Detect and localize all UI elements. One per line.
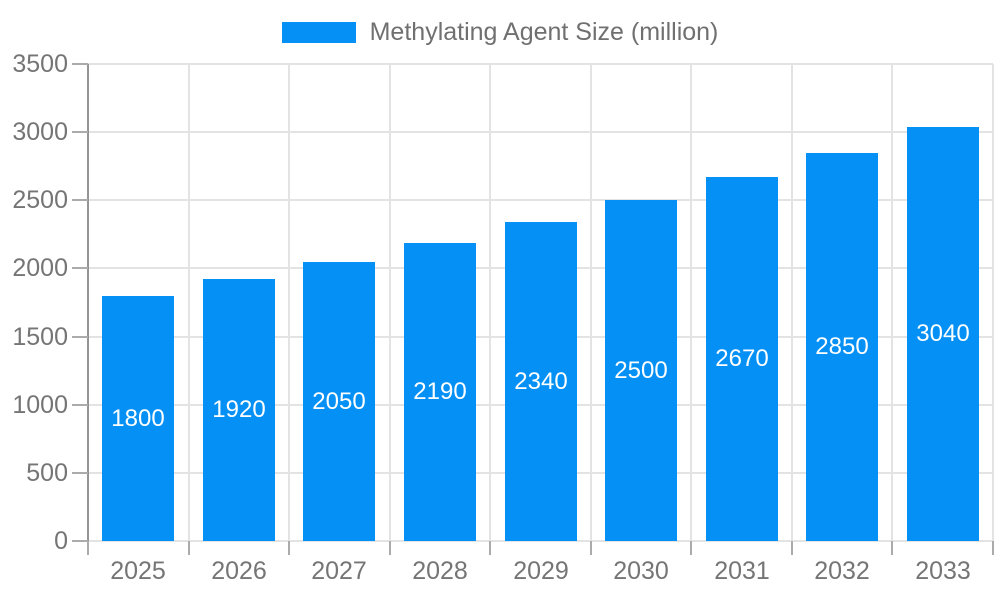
x-axis-label: 2030 [613,557,669,585]
bar-value-label: 2500 [614,356,668,384]
y-axis-label: 3000 [12,118,68,146]
bar-value-label: 1800 [111,404,165,432]
bar[interactable]: 1800 [102,296,174,541]
gridline-h [88,199,993,201]
y-axis-label: 500 [26,459,68,487]
x-axis-tick [389,541,391,555]
y-axis-tick [72,199,88,201]
bar[interactable]: 2670 [706,177,778,541]
bar-value-label: 2850 [815,333,869,360]
x-axis-tick [590,541,592,555]
gridline-v [489,64,491,541]
x-axis-label: 2025 [110,557,166,585]
x-axis-label: 2029 [513,557,569,585]
gridline-v [188,64,190,541]
bar-value-label: 3040 [916,320,970,347]
gridline-v [791,64,793,541]
legend-label: Methylating Agent Size (million) [369,18,719,46]
x-axis-label: 2032 [814,557,870,585]
gridline-v [690,64,692,541]
gridline-h [88,63,993,65]
bar[interactable]: 2050 [303,262,375,541]
gridline-v [288,64,290,541]
gridline-v [389,64,391,541]
legend-item[interactable]: Methylating Agent Size (million) [0,18,1000,47]
y-axis-tick [72,472,88,474]
x-axis-tick [992,541,994,555]
gridline-v [992,64,994,541]
gridline-h [88,540,993,542]
x-axis-label: 2026 [211,557,267,585]
bar[interactable]: 3040 [907,127,979,541]
y-axis-label: 2500 [12,186,68,214]
x-axis-label: 2033 [915,557,971,585]
bar-value-label: 1920 [212,396,266,423]
y-axis-label: 2000 [12,254,68,282]
y-axis-label: 0 [54,527,68,555]
x-axis-tick [891,541,893,555]
bar-value-label: 2050 [312,387,366,415]
y-axis-tick [72,404,88,406]
y-axis-tick [72,63,88,65]
legend-swatch [281,22,356,43]
x-axis-tick [791,541,793,555]
x-axis-tick [489,541,491,555]
y-axis-tick [72,267,88,269]
plot-area: 1800 1920 2050 2190 2340 2500 2670 2850 3040 [88,63,994,542]
bar[interactable]: 2500 [605,200,677,541]
x-axis-label: 2027 [311,557,367,585]
y-axis-label: 1500 [12,323,68,351]
gridline-h [88,131,993,133]
gridline-v [891,64,893,541]
x-axis-label: 2028 [412,557,468,585]
bar[interactable]: 2190 [404,243,476,541]
y-axis-tick [72,540,88,542]
x-axis-label: 2031 [714,557,770,585]
x-axis-tick [188,541,190,555]
bar[interactable]: 2850 [806,153,878,541]
y-axis-tick [72,336,88,338]
y-axis-label: 1000 [12,391,68,419]
bar-value-label: 2670 [715,345,769,372]
bar-value-label: 2340 [514,367,568,395]
x-axis-tick [288,541,290,555]
y-axis-tick [72,131,88,133]
y-axis-line [87,64,89,555]
y-axis-label: 3500 [12,50,68,78]
x-axis-tick [87,541,89,555]
gridline-v [590,64,592,541]
bar[interactable]: 1920 [203,279,275,541]
bar[interactable]: 2340 [505,222,577,541]
x-axis-tick [690,541,692,555]
bar-value-label: 2190 [413,378,467,405]
